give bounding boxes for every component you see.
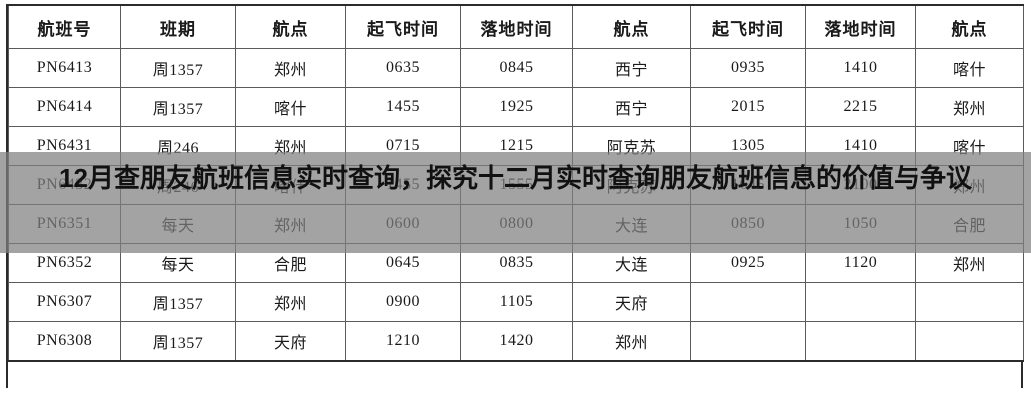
column-header-arrival-2: 落地时间 <box>805 4 916 49</box>
table-header: 航班号 班期 航点 起飞时间 落地时间 航点 起飞时间 落地时间 航点 <box>8 4 1024 49</box>
table-cell-empty <box>690 282 806 322</box>
table-cell-frequency: 每天 <box>120 204 236 244</box>
table-cell-arr1: 0845 <box>460 48 573 88</box>
table-cell-point1: 郑州 <box>235 282 346 322</box>
table-cell-point3: 合肥 <box>915 204 1024 244</box>
table-cell-point1: 喀什 <box>235 87 346 127</box>
column-header-departure-1: 起飞时间 <box>345 4 461 49</box>
column-header-arrival-1: 落地时间 <box>460 4 573 49</box>
table-cell-arr1: 0800 <box>460 204 573 244</box>
table-cell-dep1: 1210 <box>345 321 461 362</box>
table-body: PN6413 周1357 郑州 0635 0845 西宁 0935 1410 喀什 PN6414 周… <box>8 48 1024 362</box>
table-cell-flight_no: PN6307 <box>8 282 121 322</box>
table-cell-dep1: 0600 <box>345 204 461 244</box>
column-header-point-2: 航点 <box>572 4 691 49</box>
column-header-departure-2: 起飞时间 <box>690 4 806 49</box>
table-cell-point1: 天府 <box>235 321 346 362</box>
table-cell-arr2: 1050 <box>805 204 916 244</box>
table-cell-empty <box>915 282 1024 322</box>
column-header-point-3: 航点 <box>915 4 1024 49</box>
table-row: PN6413 周1357 郑州 0635 0845 西宁 0935 1410 喀什 <box>8 48 1024 88</box>
table-cell-frequency: 周1357 <box>120 48 236 88</box>
column-header-frequency: 班期 <box>120 4 236 49</box>
table-header-row: 航班号 班期 航点 起飞时间 落地时间 航点 起飞时间 落地时间 航点 <box>8 4 1024 49</box>
table-cell-point2: 天府 <box>572 282 691 322</box>
table-cell-frequency: 周1357 <box>120 321 236 362</box>
table-cell-frequency: 周1357 <box>120 87 236 127</box>
table-cell-dep1: 0645 <box>345 243 461 283</box>
table-cell-dep1: 1455 <box>345 87 461 127</box>
column-header-point-1: 航点 <box>235 4 346 49</box>
table-cell-arr2: 1410 <box>805 48 916 88</box>
table-cell-flight_no: PN6413 <box>8 48 121 88</box>
table-cell-point3: 喀什 <box>915 48 1024 88</box>
table-cell-dep2: 0925 <box>690 243 806 283</box>
table-cell-empty <box>915 321 1024 362</box>
table-cell-point1: 郑州 <box>235 48 346 88</box>
table-cell-point2: 郑州 <box>572 321 691 362</box>
table-cell-frequency: 每天 <box>120 243 236 283</box>
table-cell-arr2: 2215 <box>805 87 916 127</box>
table-cell-empty <box>690 321 806 362</box>
table-cell-point2: 大连 <box>572 243 691 283</box>
table-cell-dep1: 0635 <box>345 48 461 88</box>
table-cell-arr1: 1420 <box>460 321 573 362</box>
table-cell-point2: 大连 <box>572 204 691 244</box>
table-cell-flight_no: PN6351 <box>8 204 121 244</box>
table-cell-point1: 郑州 <box>235 204 346 244</box>
table-row: PN6307 周1357 郑州 0900 1105 天府 <box>8 282 1024 322</box>
table-cell-point3: 郑州 <box>915 87 1024 127</box>
table-cell-flight_no: PN6414 <box>8 87 121 127</box>
overlay-headline: 12月查朋友航班信息实时查询，探究十二月实时查询朋友航班信息的价值与争议 <box>59 163 972 193</box>
table-cell-point1: 合肥 <box>235 243 346 283</box>
table-cell-flight_no: PN6308 <box>8 321 121 362</box>
table-cell-dep2: 0850 <box>690 204 806 244</box>
table-cell-arr2: 1120 <box>805 243 916 283</box>
column-header-flight-no: 航班号 <box>8 4 121 49</box>
table-row: PN6414 周1357 喀什 1455 1925 西宁 2015 2215 郑州 <box>8 87 1024 127</box>
table-cell-frequency: 周1357 <box>120 282 236 322</box>
table-cell-dep1: 0900 <box>345 282 461 322</box>
table-row: PN6351 每天 郑州 0600 0800 大连 0850 1050 合肥 <box>8 204 1024 244</box>
table-cell-flight_no: PN6352 <box>8 243 121 283</box>
table-row: PN6352 每天 合肥 0645 0835 大连 0925 1120 郑州 <box>8 243 1024 283</box>
table-cell-arr1: 1925 <box>460 87 573 127</box>
table-cell-dep2: 2015 <box>690 87 806 127</box>
table-cell-point2: 西宁 <box>572 87 691 127</box>
table-row: PN6308 周1357 天府 1210 1420 郑州 <box>8 321 1024 362</box>
table-cell-empty <box>805 321 916 362</box>
table-cell-dep2: 0935 <box>690 48 806 88</box>
table-cell-arr1: 0835 <box>460 243 573 283</box>
table-cell-empty <box>805 282 916 322</box>
table-cell-point2: 西宁 <box>572 48 691 88</box>
table-cell-point3: 郑州 <box>915 243 1024 283</box>
table-cell-arr1: 1105 <box>460 282 573 322</box>
